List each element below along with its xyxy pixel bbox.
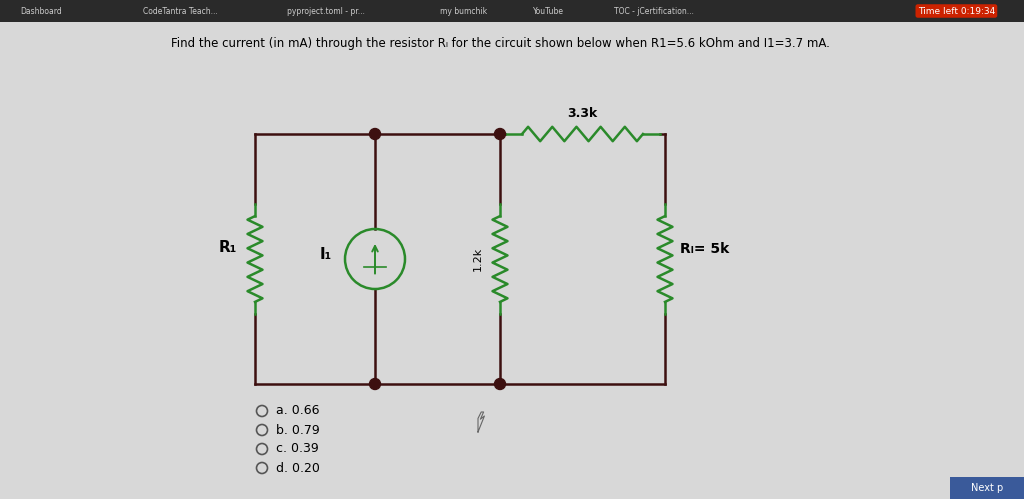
Text: 1.2k: 1.2k [473, 247, 483, 271]
Text: R₁: R₁ [219, 240, 237, 254]
Circle shape [370, 129, 381, 140]
Text: c. 0.39: c. 0.39 [276, 443, 318, 456]
Text: Find the current (in mA) through the resistor Rₗ for the circuit shown below whe: Find the current (in mA) through the res… [171, 36, 829, 49]
Text: I₁: I₁ [319, 247, 332, 261]
Text: 3.3k: 3.3k [567, 107, 598, 120]
Text: Dashboard: Dashboard [20, 6, 62, 15]
Text: b. 0.79: b. 0.79 [276, 424, 319, 437]
Text: TOC - jCertification...: TOC - jCertification... [614, 6, 694, 15]
Bar [950, 477, 1024, 499]
Text: Rₗ= 5k: Rₗ= 5k [680, 242, 729, 256]
Text: a. 0.66: a. 0.66 [276, 405, 319, 418]
Text: YouTube: YouTube [532, 6, 563, 15]
Text: d. 0.20: d. 0.20 [276, 462, 319, 475]
Text: my bumchik: my bumchik [440, 6, 487, 15]
Circle shape [370, 379, 381, 390]
Text: Time left 0:19:34: Time left 0:19:34 [918, 6, 995, 15]
Text: pyproject.toml - pr...: pyproject.toml - pr... [287, 6, 365, 15]
Circle shape [495, 129, 506, 140]
Text: Next p: Next p [971, 483, 1004, 493]
Bar [0, 0, 1024, 22]
Text: CodeTantra Teach...: CodeTantra Teach... [143, 6, 218, 15]
Circle shape [495, 379, 506, 390]
